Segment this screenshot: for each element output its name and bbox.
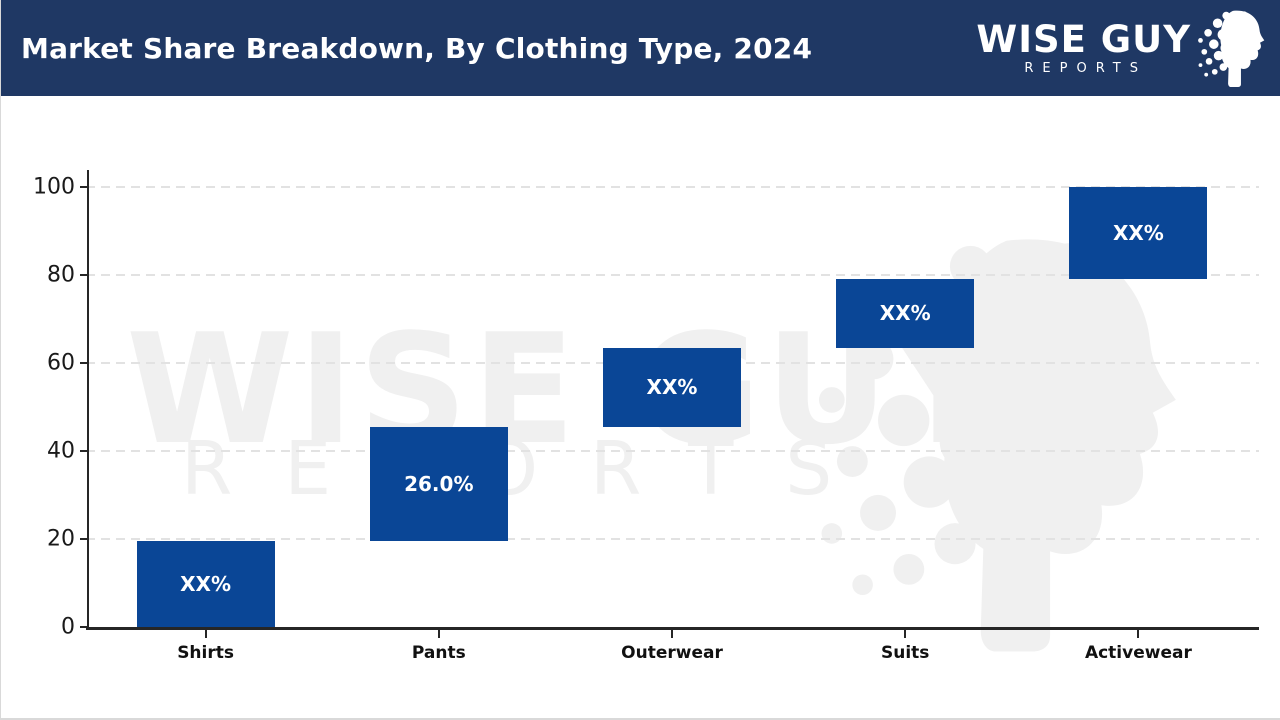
x-tick-label-shirts: Shirts <box>177 643 234 663</box>
y-tick-label-100: 100 <box>33 174 75 200</box>
bar-chart: WISE GUY REPORTS 0 20 40 60 80 100 XX% Shirts 26… <box>1 96 1280 718</box>
x-tick-label-pants: Pants <box>411 643 466 663</box>
bar-activewear: XX% <box>1069 187 1208 280</box>
y-tick-label-0: 0 <box>61 614 75 640</box>
x-tick-shirts <box>204 630 207 638</box>
x-tick-label-outerwear: Outerwear <box>621 643 723 663</box>
y-tick-40 <box>80 450 88 452</box>
logo-head-icon <box>1198 10 1265 88</box>
logo-wordmark-main: WISE GUY <box>976 17 1191 61</box>
y-tick-label-60: 60 <box>47 350 75 376</box>
watermark-text-sub: REPORTS <box>181 426 885 512</box>
x-tick-outerwear <box>671 630 673 638</box>
x-tick-pants <box>437 630 440 638</box>
bar-label-suits: XX% <box>879 301 931 326</box>
bar-label-outerwear: XX% <box>646 375 698 400</box>
page-title: Market Share Breakdown, By Clothing Type… <box>21 31 813 65</box>
y-tick-100 <box>80 186 88 188</box>
bar-shirts: XX% <box>136 541 275 627</box>
y-tick-label-80: 80 <box>47 262 75 288</box>
bar-label-activewear: XX% <box>1112 221 1164 246</box>
x-tick-label-activewear: Activewear <box>1084 643 1192 663</box>
bar-outerwear: XX% <box>603 347 741 427</box>
gridline-20 <box>86 538 1259 540</box>
x-tick-activewear <box>1137 630 1140 638</box>
y-tick-0 <box>80 626 88 628</box>
y-tick-80 <box>80 274 88 276</box>
x-tick-suits <box>904 630 907 638</box>
gridline-80 <box>86 274 1259 276</box>
header-bar: Market Share Breakdown, By Clothing Type… <box>1 0 1280 96</box>
brand-logo: WISE GUY REPORTS <box>976 8 1267 88</box>
bar-label-pants: 26.0% <box>404 471 474 496</box>
y-tick-label-40: 40 <box>47 438 75 464</box>
x-tick-label-suits: Suits <box>880 643 930 663</box>
logo-wordmark-sub: REPORTS <box>1024 60 1147 76</box>
bar-suits: XX% <box>836 279 975 348</box>
gridline-40 <box>86 450 1259 452</box>
logo-wordmark: WISE GUY REPORTS <box>976 21 1191 76</box>
y-axis-line <box>87 170 89 630</box>
gridline-100 <box>86 186 1259 188</box>
y-tick-label-20: 20 <box>47 526 75 552</box>
bar-pants: 26.0% <box>369 426 508 542</box>
bar-label-shirts: XX% <box>180 572 232 597</box>
y-tick-60 <box>80 362 88 364</box>
y-tick-20 <box>80 538 88 540</box>
x-axis-line <box>86 627 1259 630</box>
